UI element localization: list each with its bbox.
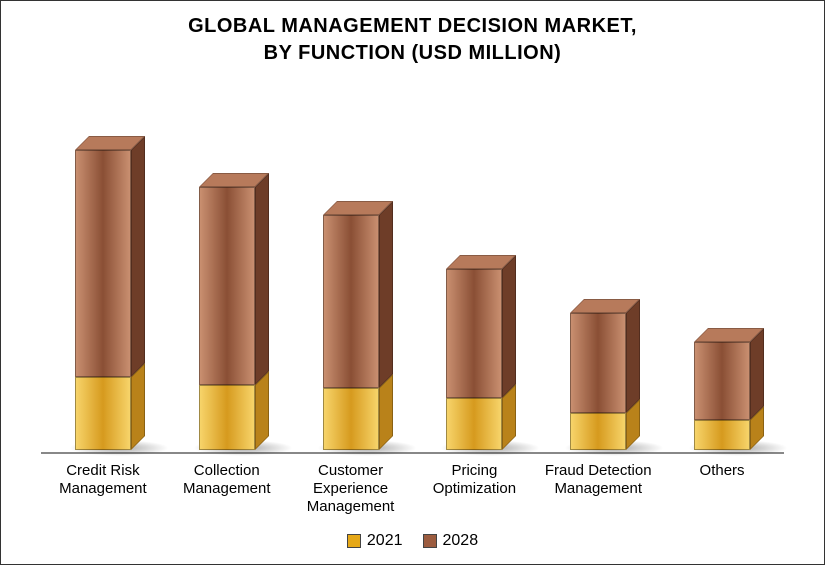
bar bbox=[323, 215, 379, 450]
legend-swatch-2021 bbox=[347, 534, 361, 548]
bar-face-front bbox=[75, 150, 131, 377]
bar-face-front bbox=[446, 269, 502, 398]
bar-face-front bbox=[570, 413, 626, 450]
bar-segment bbox=[323, 215, 379, 388]
bar-segment bbox=[694, 342, 750, 420]
bar-face-right bbox=[255, 173, 269, 385]
bar-face-right bbox=[379, 201, 393, 388]
bar-segment bbox=[446, 269, 502, 398]
legend-swatch-2028 bbox=[423, 534, 437, 548]
legend-label-2021: 2021 bbox=[367, 532, 403, 550]
x-axis-label: Others bbox=[667, 462, 777, 516]
bar-slot bbox=[306, 215, 396, 450]
bar-face-right bbox=[131, 363, 145, 450]
x-axis-label: Fraud Detection Management bbox=[543, 462, 653, 516]
bar-segment bbox=[199, 187, 255, 385]
bar bbox=[694, 342, 750, 450]
bar-face-right bbox=[626, 299, 640, 413]
chart-title-line2: BY FUNCTION (USD MILLION) bbox=[1, 42, 824, 65]
bars-row bbox=[41, 94, 784, 450]
bar-face-right bbox=[502, 255, 516, 398]
x-axis-label: Credit Risk Management bbox=[48, 462, 158, 516]
bar-face-right bbox=[750, 328, 764, 420]
plot-area bbox=[41, 96, 784, 454]
bar-face-front bbox=[694, 420, 750, 450]
legend-label-2028: 2028 bbox=[443, 532, 479, 550]
bar-face-front bbox=[694, 342, 750, 420]
bar bbox=[570, 313, 626, 450]
bar bbox=[199, 187, 255, 450]
bar-face-front bbox=[446, 398, 502, 450]
legend-item-2021: 2021 bbox=[347, 532, 403, 550]
x-axis-label: Pricing Optimization bbox=[419, 462, 529, 516]
bar-segment bbox=[570, 413, 626, 450]
bar-segment bbox=[199, 385, 255, 450]
bar-slot bbox=[58, 150, 148, 450]
bar-face-front bbox=[199, 187, 255, 385]
bar-segment bbox=[75, 150, 131, 377]
bar-face-front bbox=[323, 388, 379, 450]
x-axis-label: Collection Management bbox=[172, 462, 282, 516]
bar-face-right bbox=[131, 136, 145, 377]
bar-slot bbox=[182, 187, 272, 450]
bar-slot bbox=[553, 313, 643, 450]
bar bbox=[75, 150, 131, 450]
chart-frame: GLOBAL MANAGEMENT DECISION MARKET, BY FU… bbox=[0, 0, 825, 565]
bar-face-front bbox=[75, 377, 131, 450]
legend: 2021 2028 bbox=[1, 532, 824, 550]
bar-slot bbox=[429, 269, 519, 450]
bar-face-front bbox=[570, 313, 626, 413]
x-axis-labels: Credit Risk Management Collection Managem… bbox=[41, 462, 784, 516]
bar-slot bbox=[677, 342, 767, 450]
bar-face-front bbox=[199, 385, 255, 450]
bar-segment bbox=[694, 420, 750, 450]
x-axis-label: Customer Experience Management bbox=[296, 462, 406, 516]
bar-face-front bbox=[323, 215, 379, 388]
bar bbox=[446, 269, 502, 450]
chart-title-line1: GLOBAL MANAGEMENT DECISION MARKET, bbox=[1, 15, 824, 38]
legend-item-2028: 2028 bbox=[423, 532, 479, 550]
bar-segment bbox=[570, 313, 626, 413]
bar-segment bbox=[323, 388, 379, 450]
bar-segment bbox=[75, 377, 131, 450]
bar-segment bbox=[446, 398, 502, 450]
